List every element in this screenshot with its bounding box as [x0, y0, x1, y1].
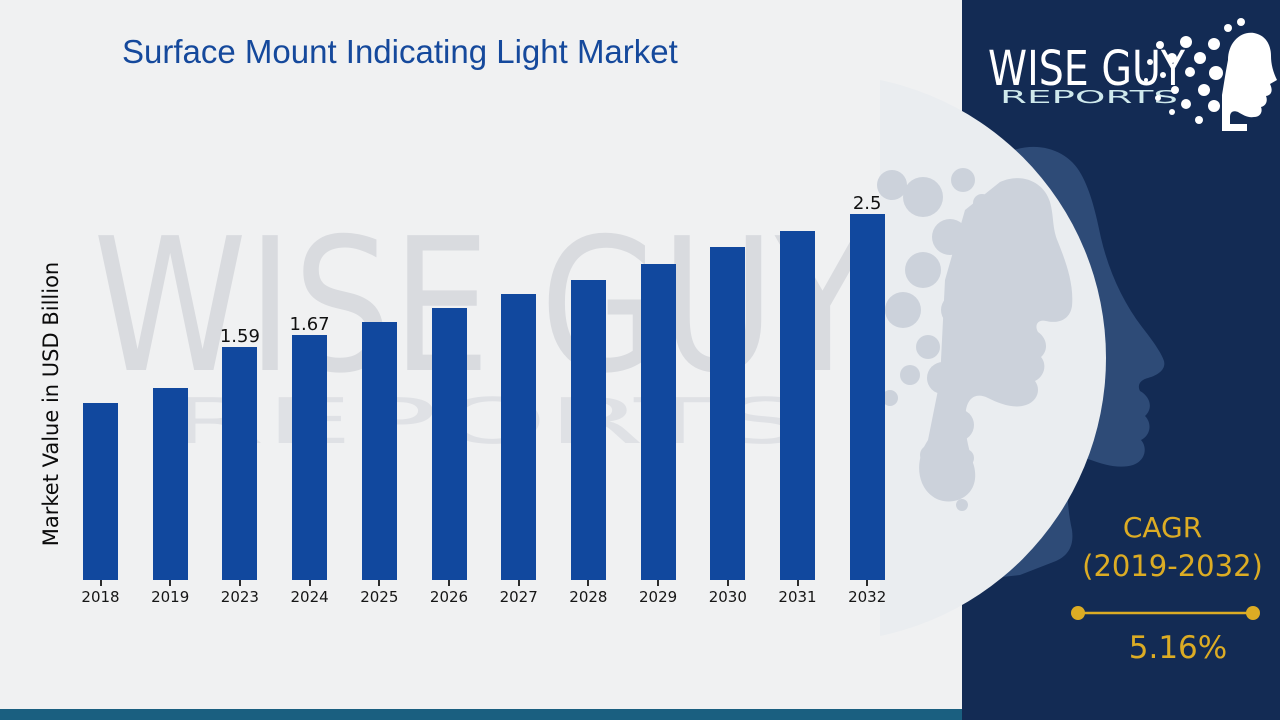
teal-bottom-strip: [0, 709, 962, 720]
bar-2030: [710, 247, 746, 580]
bar-2024: [292, 335, 328, 580]
brand-logo-reports-text: REPORTS: [1000, 87, 1178, 108]
bar-2028: [570, 279, 606, 580]
brand-logo-face-icon: [1222, 32, 1277, 131]
x-axis-label-2026: 2026: [429, 588, 469, 606]
cagr-value: 5.16%: [1128, 630, 1228, 666]
cagr-divider-line: [1071, 606, 1260, 620]
x-axis-tick-2025: [378, 580, 381, 586]
x-axis-tick-2031: [796, 580, 799, 586]
x-axis-label-2025: 2025: [360, 588, 399, 606]
x-axis-tick-2028: [587, 580, 590, 586]
bar-value-label-2024: 1.67: [289, 314, 330, 336]
cagr-range: (2019-2032): [1082, 549, 1263, 583]
page-title: Surface Mount Indicating Light Market: [122, 33, 678, 70]
bar-2018: [83, 402, 118, 580]
bar-2031: [780, 231, 815, 580]
x-axis-tick-2023: [238, 580, 241, 586]
bar-2032: [849, 213, 885, 580]
x-axis-tick-2018: [99, 580, 102, 586]
brand-logo-dots: [1144, 18, 1245, 126]
x-axis-label-2027: 2027: [499, 588, 538, 606]
x-axis-tick-2027: [517, 580, 520, 586]
watermark-reports-text: REPORTS: [168, 385, 808, 458]
bar-2027: [501, 294, 537, 580]
bar-value-label-2023: 1.59: [219, 326, 260, 348]
bar-2029: [640, 263, 676, 580]
bar-value-label-2032: 2.5: [852, 192, 882, 214]
brand-logo: WISE GUY REPORTS: [988, 18, 1277, 131]
x-axis-tick-2029: [657, 580, 660, 586]
bar-2026: [431, 307, 467, 580]
x-axis-label-2028: 2028: [569, 588, 608, 606]
x-axis-label-2029: 2029: [639, 588, 678, 606]
x-axis-tick-2019: [169, 580, 172, 586]
x-axis-label-2019: 2019: [151, 588, 190, 606]
x-axis-label-2023: 2023: [220, 588, 259, 606]
x-axis-tick-2032: [866, 580, 869, 586]
x-axis-label-2031: 2031: [778, 588, 817, 606]
x-axis-tick-2026: [448, 580, 450, 586]
bar-2019: [152, 388, 188, 580]
x-axis-label-2018: 2018: [81, 588, 120, 606]
x-axis-label-2030: 2030: [708, 588, 747, 606]
brand-logo-wiseguy-text: WISE GUY: [988, 41, 1186, 97]
x-axis-label-2032: 2032: [848, 588, 887, 606]
x-axis-tick-2030: [726, 580, 729, 586]
bar-2023: [222, 347, 258, 580]
cagr-label: CAGR: [1122, 511, 1203, 544]
x-axis-label-2024: 2024: [290, 588, 329, 606]
x-axis-tick-2024: [308, 580, 311, 586]
bar-2025: [361, 322, 397, 580]
